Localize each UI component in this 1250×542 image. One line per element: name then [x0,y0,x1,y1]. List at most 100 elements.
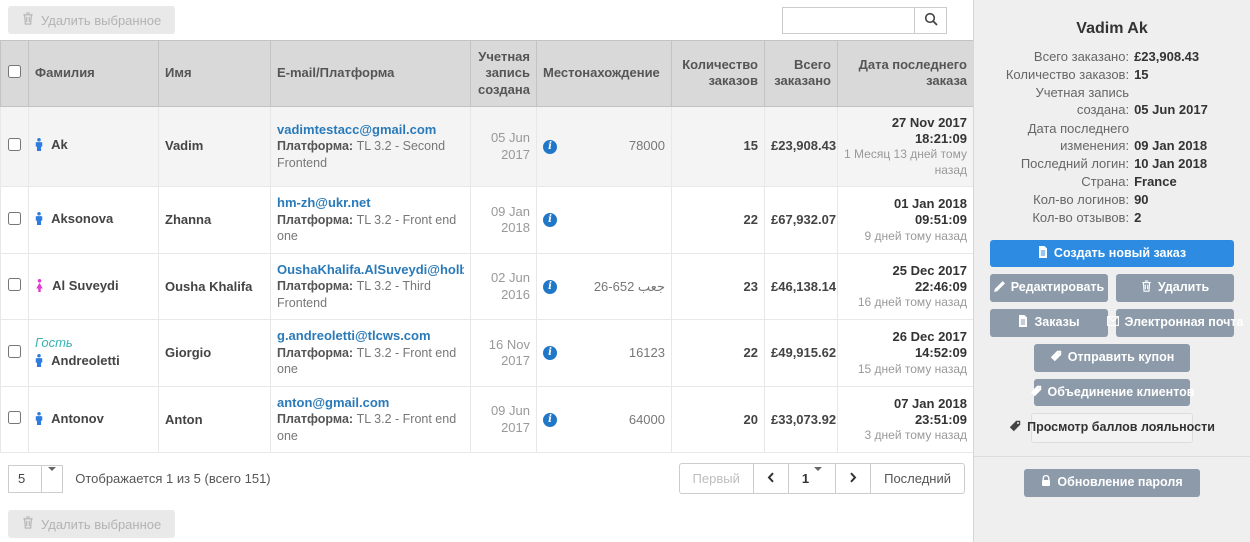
edit-button[interactable]: Редактировать [990,274,1108,303]
pagination-last[interactable]: Последний [884,471,951,487]
header-email[interactable]: E-mail/Платформа [270,40,471,107]
cell-email-platform: anton@gmail.com Платформа: TL 3.2 - Fron… [270,385,471,454]
table-body: Ak Vadim vadimtestacc@gmail.com Платформ… [0,105,974,454]
field-value: 90 [1134,192,1149,208]
last-order-date: 26 Dec 2017 14:52:09 [892,329,967,361]
pagination-prev[interactable] [754,464,789,494]
email-link[interactable]: vadimtestacc@gmail.com [277,121,437,137]
row-checkbox[interactable] [8,344,21,358]
cell-last-name: Antonov [28,385,159,454]
pagination-next[interactable] [836,464,872,494]
row-checkbox[interactable] [8,278,21,292]
page-size-value: 5 [18,470,26,486]
last-order-ago: 15 дней тому назад [857,361,967,376]
last-name-text: Antonov [51,410,104,426]
customers-main-area: Удалить выбранное Фамилия Имя E-mail/Пла… [0,0,973,542]
merge-customers-button[interactable]: Объединение клиентов [1030,378,1194,407]
email-link[interactable]: anton@gmail.com [277,394,390,410]
search-input[interactable] [782,6,914,34]
cell-last-order: 07 Jan 2018 23:51:09 3 дней тому назад [837,385,974,454]
total-ordered-value: £23,908.43 [771,138,837,154]
select-all-checkbox[interactable] [8,64,21,78]
field-label: Страна: [1081,174,1130,190]
delete-selected-button-top[interactable]: Удалить выбранное [8,6,176,34]
cell-orders-count: 22 [671,319,765,387]
info-icon[interactable] [543,279,557,294]
send-coupon-button[interactable]: Отправить купон [1033,343,1191,372]
delete-button[interactable]: Удалить [1116,274,1234,303]
row-checkbox[interactable] [8,211,21,225]
document-icon [1038,245,1048,262]
cell-location [536,186,672,254]
cell-last-order: 27 Nov 2017 18:21:09 1 Месяц 13 дней том… [837,105,974,188]
row-checkbox[interactable] [8,411,21,425]
header-last-name[interactable]: Фамилия [28,40,159,107]
table-row[interactable]: Ak Vadim vadimtestacc@gmail.com Платформ… [0,105,974,188]
cell-location: 16123 [536,319,672,387]
header-first-name[interactable]: Имя [158,40,271,107]
delete-selected-button-bottom[interactable]: Удалить выбранное [8,510,176,539]
cell-last-name: Ak [28,105,159,188]
platform-value: TL 3.2 - Front end one [277,345,457,377]
orders-button[interactable]: Заказы [990,309,1108,337]
location-value: 64000 [628,411,665,427]
lock-icon [1041,475,1051,491]
info-icon[interactable] [543,213,557,228]
platform-label: Платформа: [277,212,354,227]
search-button[interactable] [914,6,947,34]
info-icon[interactable] [543,346,557,361]
cell-total-ordered: £23,908.43 [764,105,838,188]
cell-email-platform: g.andreoletti@tlcws.com Платформа: TL 3.… [270,319,471,387]
header-created[interactable]: Учетная запись создана [470,40,537,107]
field-label: Кол-во отзывов: [1032,210,1130,226]
first-name-text: Ousha Khalifa [165,278,253,294]
location-value: 16123 [628,345,665,361]
create-new-order-button[interactable]: Создать новый заказ [990,239,1234,268]
info-icon[interactable] [543,139,557,154]
customer-detail-field: Всего заказано: £23,908.43 [990,48,1234,65]
table-row[interactable]: Aksonova Zhanna hm-zh@ukr.net Платформа:… [0,186,974,254]
table-row[interactable]: Al Suveydi Ousha Khalifa OushaKhalifa.Al… [0,252,974,321]
ticket-icon [1030,385,1042,401]
page-size-select[interactable]: 5 [8,464,64,493]
header-last-order[interactable]: Дата последнего заказа [837,40,974,107]
pagination-first[interactable]: Первый [680,464,754,494]
cell-total-ordered: £49,915.62 [764,319,838,387]
header-total-ordered[interactable]: Всего заказано [764,40,838,107]
cell-last-name: Al Suveydi [28,252,159,321]
cell-orders-count: 23 [671,252,765,321]
email-link[interactable]: hm-zh@ukr.net [277,195,371,211]
email-button[interactable]: Электронная почта [1106,309,1244,337]
field-value: 05 Jun 2017 [1134,102,1208,118]
field-label: Кол-во логинов: [1033,192,1130,208]
pagination-current-page-select[interactable]: 1 [789,464,837,494]
merge-customers-label: Объединение клиентов [1047,384,1195,399]
location-value: 78000 [628,138,665,154]
field-value: £23,908.43 [1134,49,1200,64]
email-link[interactable]: OushaKhalifa.AlSuveydi@holbi.c... [277,261,464,277]
caret-down-icon [48,471,56,486]
table-row[interactable]: Antonov Anton anton@gmail.com Платформа:… [0,385,974,454]
loyalty-points-button[interactable]: Просмотр баллов лояльности [1009,413,1215,444]
update-password-button[interactable]: Обновление пароля [1024,469,1200,497]
header-location[interactable]: Местонахождение [536,40,672,107]
row-checkbox[interactable] [8,137,21,151]
first-name-text: Zhanna [165,212,212,228]
platform-line: Платформа: TL 3.2 - Third Frontend [277,279,431,310]
platform-value: TL 3.2 - Third Frontend [277,279,431,310]
email-link[interactable]: g.andreoletti@tlcws.com [277,328,431,344]
customer-detail-field: Кол-во отзывов: 2 [990,209,1234,226]
last-name-text: Aksonova [51,211,114,227]
total-ordered-value: £67,932.07 [771,212,837,228]
platform-line: Платформа: TL 3.2 - Front end one [277,346,456,377]
update-password-label: Обновление пароля [1057,475,1183,490]
info-icon[interactable] [543,412,557,427]
customer-actions: Создать новый заказ Редактировать Удалит… [990,239,1244,444]
platform-label: Платформа: [277,279,354,294]
platform-label: Платформа: [277,345,354,360]
header-orders-count[interactable]: Количество заказов [671,40,765,107]
cell-location: 78000 [536,105,672,188]
table-row[interactable]: Гость Andreoletti Giorgio g.andreoletti@… [0,319,974,387]
chevron-right-icon [849,471,857,486]
orders-count-value: 22 [743,345,758,361]
